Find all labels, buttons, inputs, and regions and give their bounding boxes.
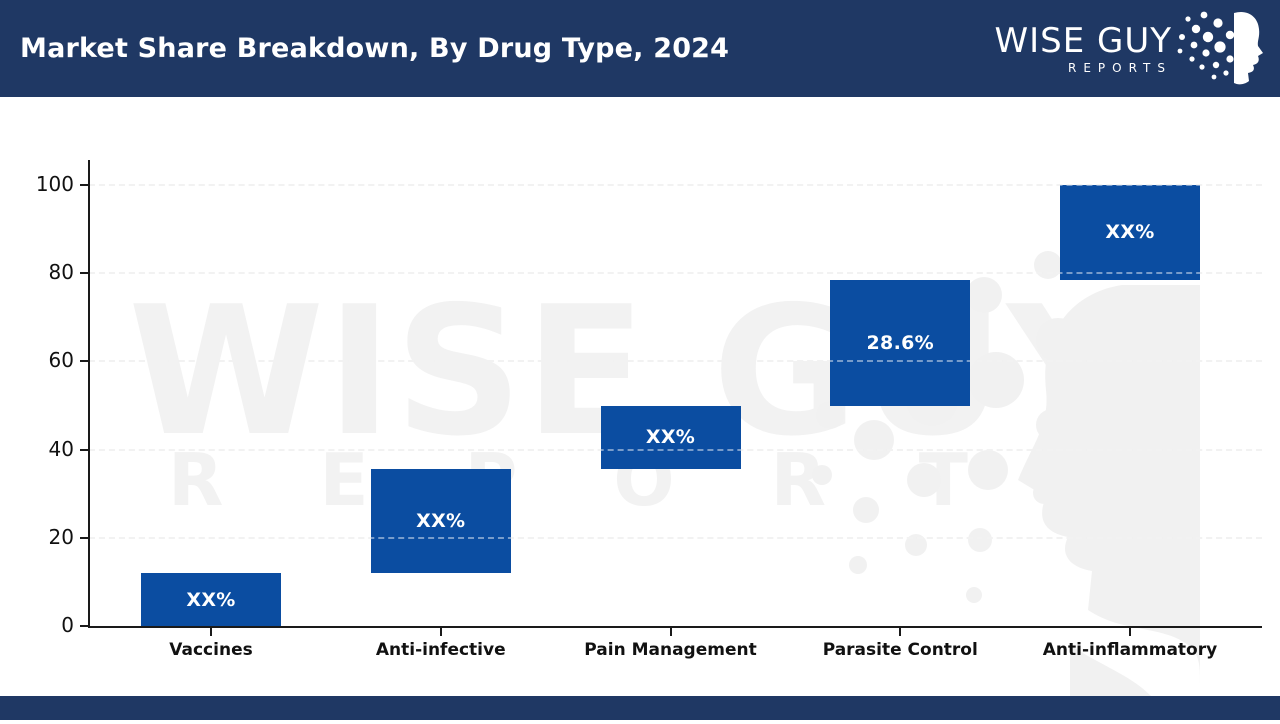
y-tick-label: 60	[48, 348, 74, 373]
header-bar: Market Share Breakdown, By Drug Type, 20…	[0, 0, 1280, 97]
waterfall-bar-anti-infective: XX%	[370, 468, 511, 574]
bar-value-label: XX%	[416, 509, 466, 532]
y-tick-label: 20	[48, 524, 74, 549]
x-tick-mark	[899, 628, 902, 636]
footer-bar	[0, 696, 1280, 720]
y-tick-label: 40	[48, 436, 74, 461]
y-tick-mark	[80, 184, 88, 186]
y-tick-mark	[80, 272, 88, 275]
logo-text: WISE GUY REPORTS	[994, 24, 1172, 74]
head-profile-dots-icon	[1174, 7, 1266, 91]
page-title: Market Share Breakdown, By Drug Type, 20…	[20, 33, 730, 64]
x-tick-mark	[210, 628, 212, 636]
x-category-label: Pain Management	[584, 640, 757, 660]
x-category-label: Anti-infective	[375, 640, 506, 660]
y-tick-label: 80	[48, 260, 74, 285]
logo-wordmark: WISE GUY	[994, 21, 1172, 61]
bar-value-label: XX%	[645, 426, 696, 449]
gridline	[89, 184, 1262, 186]
y-tick-mark	[80, 625, 88, 627]
waterfall-bar-pain-management: XX%	[600, 405, 741, 469]
y-tick-mark	[80, 360, 88, 363]
y-tick-label: 0	[61, 613, 74, 637]
x-tick-mark	[1129, 628, 1131, 636]
x-category-label: Vaccines	[169, 640, 253, 660]
gridline-overlay	[89, 184, 1262, 186]
gridline-overlay	[89, 536, 1262, 539]
waterfall-bar-parasite-control: 28.6%	[830, 279, 971, 406]
gridline	[89, 272, 1262, 275]
y-tick-label: 100	[35, 172, 74, 196]
waterfall-bar-anti-inflammatory: XX%	[1060, 185, 1200, 280]
bar-value-label: XX%	[1105, 221, 1155, 244]
x-category-label: Anti-inflammatory	[1042, 640, 1218, 660]
waterfall-bar-vaccines: XX%	[141, 573, 281, 626]
bar-value-label: XX%	[186, 588, 236, 611]
y-axis-line	[88, 160, 90, 628]
gridline-overlay	[89, 360, 1262, 363]
logo-subtitle: REPORTS	[1067, 61, 1172, 75]
x-category-label: Parasite Control	[822, 640, 978, 660]
x-tick-mark	[439, 628, 442, 636]
x-axis-line	[88, 626, 1262, 628]
x-tick-mark	[669, 628, 672, 636]
bar-value-label: 28.6%	[866, 331, 934, 354]
wise-guy-reports-logo: WISE GUY REPORTS	[994, 8, 1266, 90]
gridline-overlay	[89, 448, 1262, 451]
gridline	[89, 536, 1262, 539]
y-tick-mark	[80, 536, 88, 539]
gridline-overlay	[89, 272, 1262, 275]
gridline	[89, 360, 1262, 363]
y-tick-mark	[80, 448, 88, 451]
